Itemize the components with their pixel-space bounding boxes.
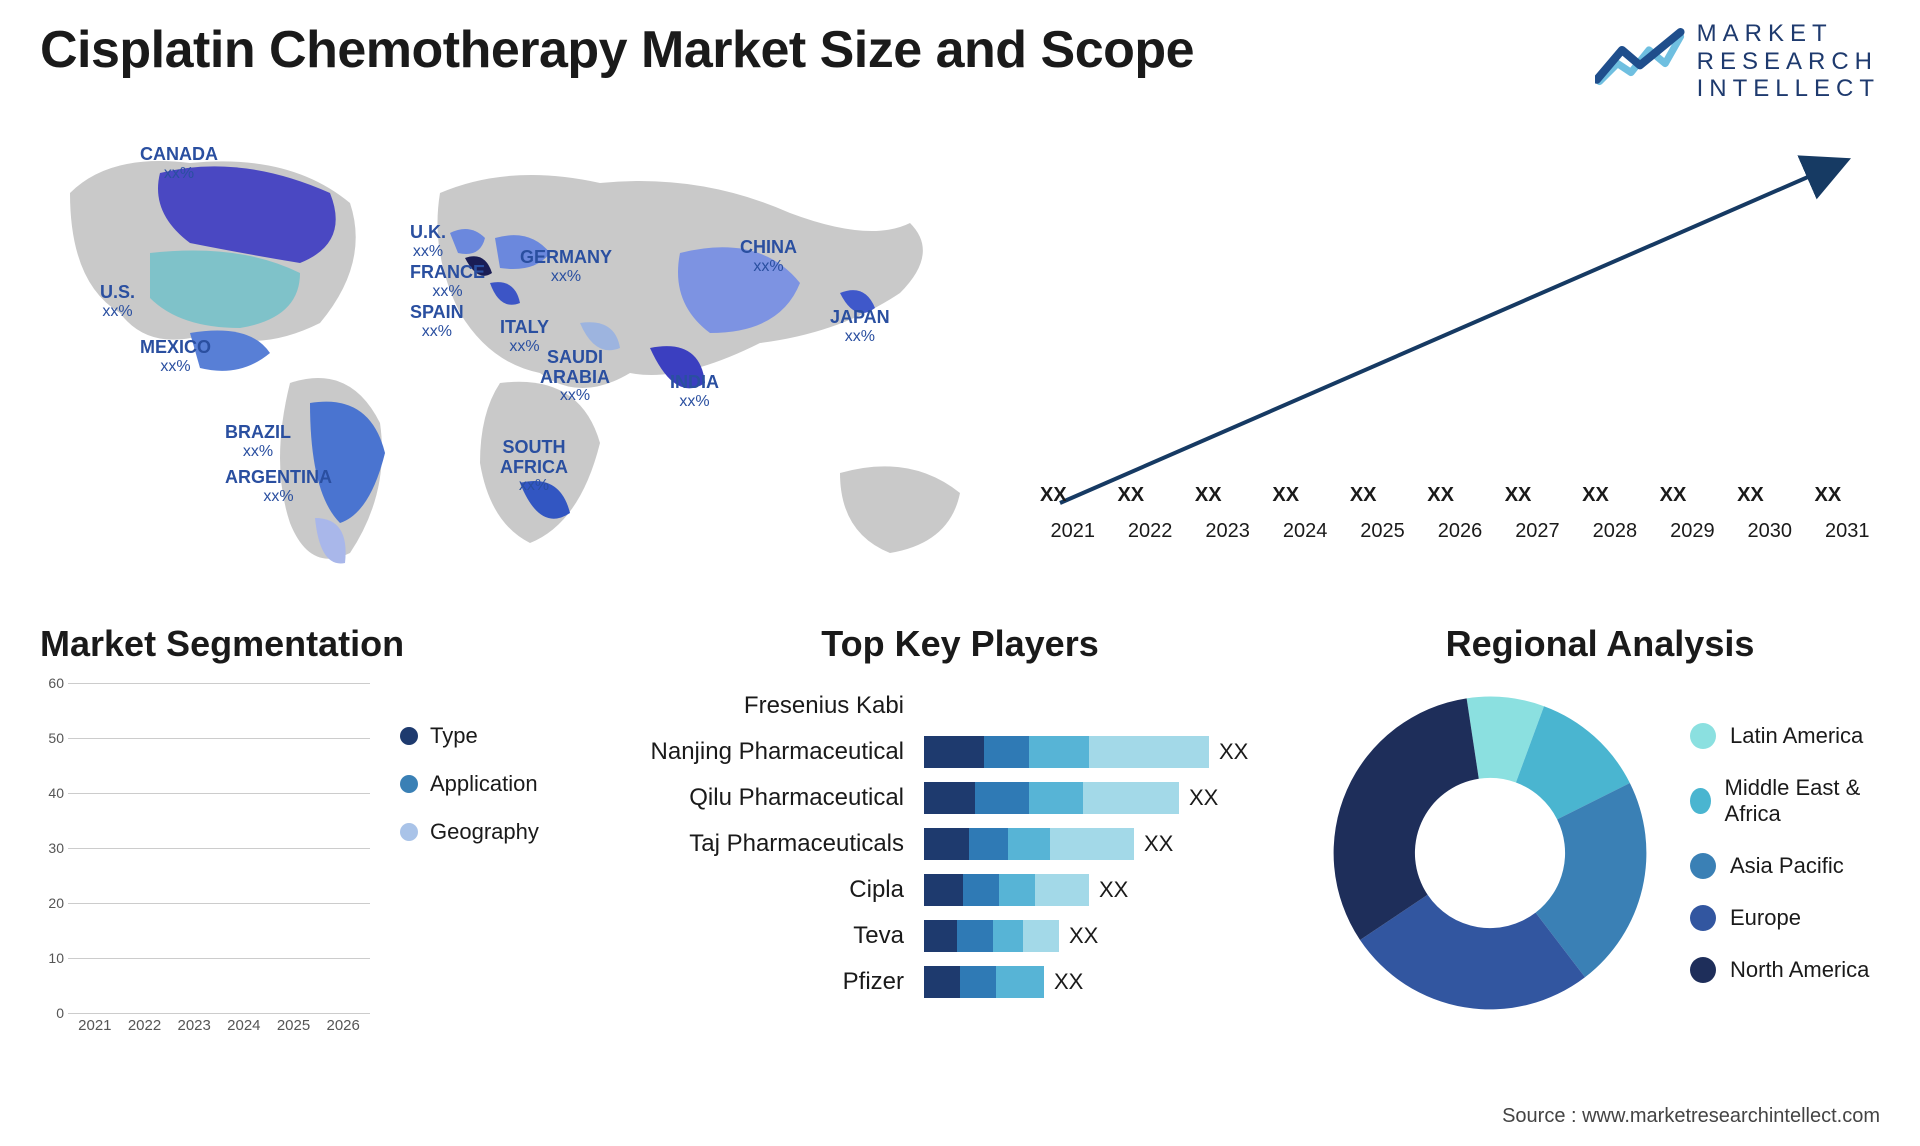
legend-item: Europe: [1690, 905, 1880, 931]
player-row: Nanjing PharmaceuticalXX: [640, 729, 1280, 775]
regional-panel: Regional Analysis Latin America Middle Ea…: [1320, 623, 1880, 1073]
player-row: Fresenius Kabi: [640, 683, 1280, 729]
segmentation-legend: Type Application Geography: [400, 683, 600, 1043]
regional-legend: Latin America Middle East & Africa Asia Pa…: [1690, 723, 1880, 983]
player-row: TevaXX: [640, 913, 1280, 959]
world-map-panel: CANADAxx% U.S.xx%MEXICOxx% BRAZILxx% ARGENT…: [40, 123, 1000, 593]
legend-item: Application: [400, 771, 600, 797]
forecast-bar: XX2021: [1040, 512, 1105, 543]
legend-item: Asia Pacific: [1690, 853, 1880, 879]
map-label: U.K.xx%: [410, 223, 446, 260]
map-label: MEXICOxx%: [140, 338, 211, 375]
segmentation-panel: Market Segmentation 0102030405060 202120…: [40, 623, 600, 1073]
map-label: CHINAxx%: [740, 238, 797, 275]
forecast-chart: XX2021 XX2022 XX2023 XX2024 XX2025 XX2026 XX20…: [1040, 143, 1880, 573]
map-label: CANADAxx%: [140, 145, 218, 182]
forecast-bar: XX2027: [1505, 512, 1570, 543]
player-row: Taj PharmaceuticalsXX: [640, 821, 1280, 867]
forecast-bar: XX2031: [1815, 512, 1880, 543]
forecast-bar: XX2023: [1195, 512, 1260, 543]
map-label: BRAZILxx%: [225, 423, 291, 460]
logo-mark-icon: [1595, 24, 1685, 99]
player-row: PfizerXX: [640, 959, 1280, 1005]
map-label: ARGENTINAxx%: [225, 468, 332, 505]
regional-donut: [1320, 683, 1660, 1023]
map-label: GERMANYxx%: [520, 248, 612, 285]
map-label: SAUDIARABIAxx%: [540, 348, 610, 405]
map-label: SOUTHAFRICAxx%: [500, 438, 568, 495]
forecast-bar: XX2028: [1582, 512, 1647, 543]
forecast-bar: XX2026: [1427, 512, 1492, 543]
source-label: Source : www.marketresearchintellect.com: [1502, 1105, 1880, 1128]
forecast-bar: XX2029: [1660, 512, 1725, 543]
forecast-panel: XX2021 XX2022 XX2023 XX2024 XX2025 XX2026 XX20…: [1040, 123, 1880, 593]
player-row: CiplaXX: [640, 867, 1280, 913]
map-label: U.S.xx%: [100, 283, 135, 320]
legend-item: Middle East & Africa: [1690, 775, 1880, 827]
forecast-bar: XX2025: [1350, 512, 1415, 543]
map-label: FRANCExx%: [410, 263, 485, 300]
regional-title: Regional Analysis: [1320, 623, 1880, 665]
legend-item: Latin America: [1690, 723, 1880, 749]
legend-item: Type: [400, 723, 600, 749]
player-row: Qilu PharmaceuticalXX: [640, 775, 1280, 821]
brand-logo: MARKET RESEARCH INTELLECT: [1595, 20, 1880, 103]
players-panel: Top Key Players Fresenius KabiNanjing Ph…: [640, 623, 1280, 1073]
page-title: Cisplatin Chemotherapy Market Size and S…: [40, 20, 1194, 80]
segmentation-chart: 0102030405060 202120222023202420252026: [40, 683, 370, 1043]
map-label: JAPANxx%: [830, 308, 890, 345]
forecast-bar: XX2024: [1272, 512, 1337, 543]
logo-text: MARKET RESEARCH INTELLECT: [1697, 20, 1880, 103]
map-label: INDIAxx%: [670, 373, 719, 410]
players-chart: Fresenius KabiNanjing PharmaceuticalXXQi…: [640, 683, 1280, 1005]
map-label: SPAINxx%: [410, 303, 464, 340]
legend-item: Geography: [400, 819, 600, 845]
legend-item: North America: [1690, 957, 1880, 983]
players-title: Top Key Players: [640, 623, 1280, 665]
forecast-bar: XX2022: [1117, 512, 1182, 543]
forecast-bar: XX2030: [1737, 512, 1802, 543]
donut-slice: [1334, 698, 1479, 940]
segmentation-title: Market Segmentation: [40, 623, 600, 665]
